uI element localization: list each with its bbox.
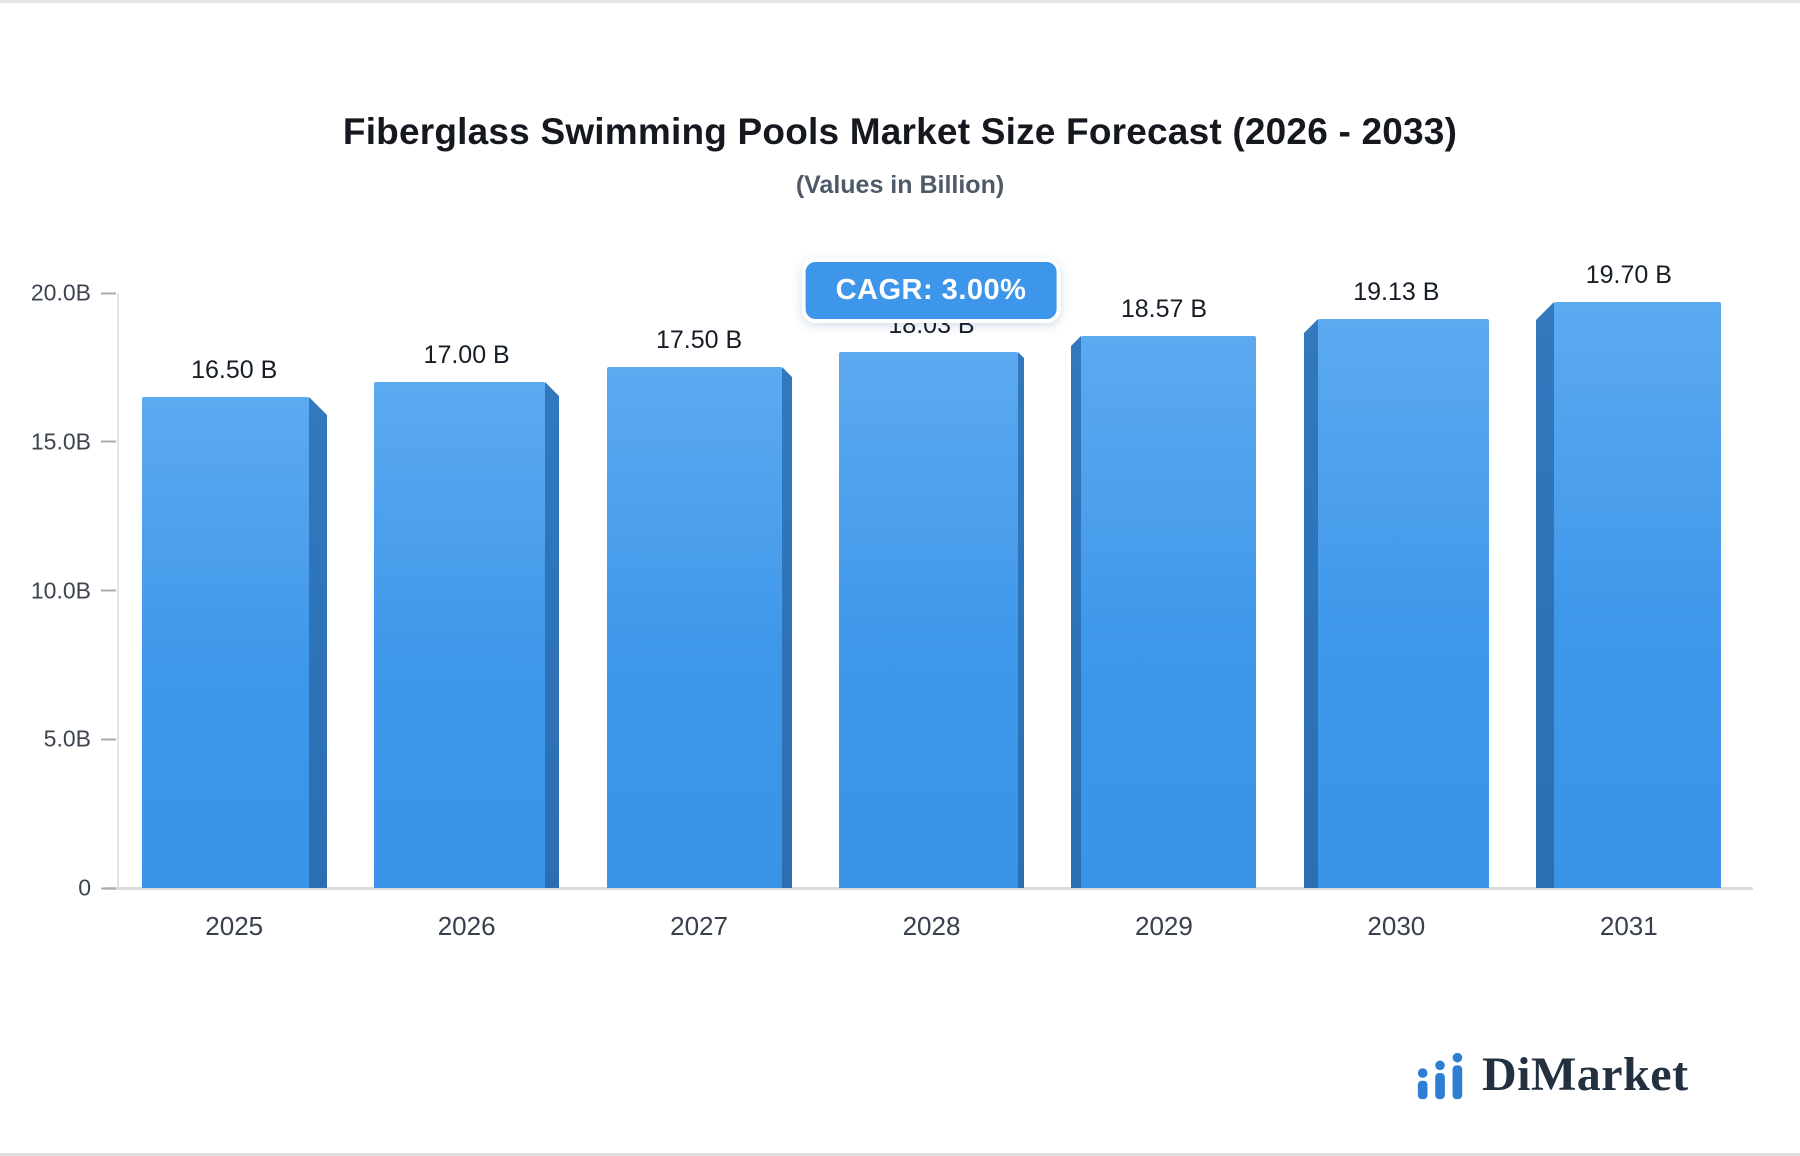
bar-value-label: 17.50 B [655,326,743,354]
y-tick: 10.0B [31,577,116,604]
bar-chart-logo-icon [1414,1048,1468,1102]
y-tick: 15.0B [31,428,116,455]
x-axis-label: 2031 [1599,911,1658,941]
x-axis-label: 2026 [437,911,496,941]
y-tick: 20.0B [31,280,116,307]
y-tick: 0 [78,875,116,902]
y-tick-mark [101,589,116,592]
brand-logo-text: DiMarket [1482,1048,1689,1101]
x-axis: 2025 2026 2027 2028 2029 2030 2031 [118,903,1745,953]
y-tick-label: 0 [78,874,91,901]
bar[interactable] [607,367,792,888]
bar[interactable] [1071,336,1256,888]
y-tick-mark [101,738,116,741]
bar-face [1081,336,1256,888]
bar-face [142,397,309,888]
y-tick-mark [101,292,116,294]
x-axis-label: 2025 [205,911,264,941]
bar[interactable] [374,382,559,888]
bar-side-shade [545,382,559,888]
bar-face [1318,319,1489,888]
y-tick-label: 15.0B [30,428,91,455]
bar-side-shade [309,397,327,888]
chart-title: Fiberglass Swimming Pools Market Size Fo… [342,111,1458,152]
bar[interactable] [1304,319,1489,888]
x-axis-label: 2030 [1367,911,1426,941]
bar-side-shade [1071,336,1081,888]
bar-value-label: 17.00 B [423,341,510,369]
bar[interactable] [1536,302,1721,888]
y-tick-mark [101,440,116,443]
bar-value-label: 19.70 B [1585,261,1672,289]
chart-subtitle: (Values in Billion) [795,171,1005,199]
bar-side-shade [1536,302,1554,888]
y-axis: 20.0B 15.0B 10.0B 5.0B 0 [0,280,118,901]
bar-value-label: 19.13 B [1353,278,1440,306]
cagr-badge: CAGR: 3.00% [801,258,1061,323]
bar-side-shade [1018,352,1024,888]
y-tick-mark [101,887,116,889]
plot-area: 16.50 B 17.00 B 17.50 B 18.03 B 18.57 B 19.13… [118,261,1745,888]
bar-face [1554,302,1721,888]
bar[interactable] [839,352,1024,888]
bar-side-shade [1304,319,1318,888]
bar-value-label: 16.50 B [191,356,278,384]
bar-side-shade [782,367,792,888]
y-tick: 5.0B [44,726,116,753]
y-tick-label: 20.0B [30,279,91,306]
x-axis-baseline [105,887,1753,890]
y-tick-label: 5.0B [43,725,91,752]
x-axis-label: 2029 [1135,911,1193,941]
x-axis-label: 2028 [902,911,961,941]
brand-logo: DiMarket [1414,1047,1689,1102]
bar-value-label: 18.57 B [1120,295,1208,323]
y-axis-line [117,293,119,888]
y-tick-label: 10.0B [30,577,91,603]
x-axis-label: 2027 [670,911,728,941]
bar-face [607,367,782,888]
bar[interactable] [142,397,327,888]
bar-face [374,382,545,888]
bar-face [839,352,1018,888]
